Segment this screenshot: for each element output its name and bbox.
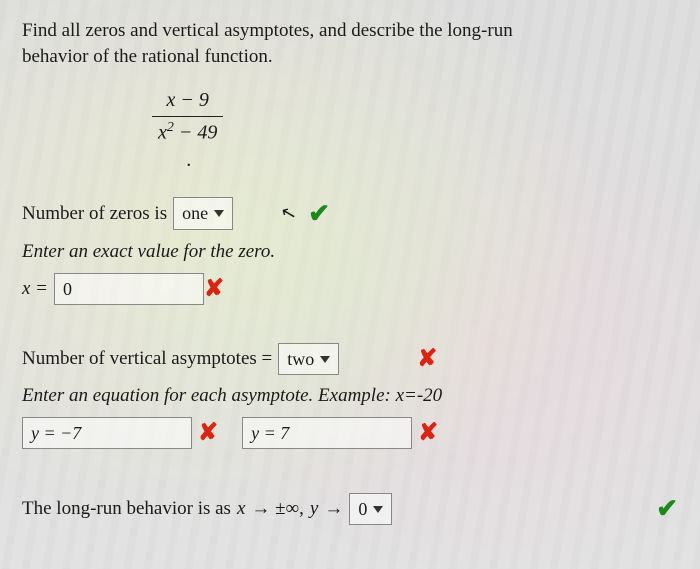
longrun-arrow1: → ±∞,	[251, 496, 303, 522]
longrun-arrow2: →	[324, 496, 343, 522]
zero-value-row: x = 0 ✘	[22, 273, 678, 305]
rational-expression: x − 9 x2 − 49 .	[152, 87, 223, 174]
cross-icon: ✘	[198, 417, 218, 449]
den-exp: 2	[167, 120, 174, 135]
zero-input[interactable]: 0	[54, 273, 204, 305]
den-x: x	[158, 122, 167, 144]
longrun-select[interactable]: 0	[349, 493, 392, 525]
zeros-count-row: Number of zeros is one ↖ ✔	[22, 196, 678, 231]
asymptote-count-value: two	[287, 347, 314, 371]
zero-x-label: x =	[22, 276, 48, 302]
longrun-pre: The long-run behavior is as	[22, 496, 231, 522]
cross-icon: ✘	[204, 273, 224, 305]
asymptote-input-2[interactable]: y = 7	[242, 417, 412, 449]
zeros-count-label: Number of zeros is	[22, 201, 167, 227]
asymptote-value-1: y = −7	[31, 421, 81, 445]
asymptote-input-1[interactable]: y = −7	[22, 417, 192, 449]
asymptote-hint: Enter an equation for each asymptote. Ex…	[22, 383, 678, 409]
cursor-icon: ↖	[278, 200, 299, 227]
asymptote-count-select[interactable]: two	[278, 343, 339, 375]
prompt-line-1: Find all zeros and vertical asymptotes, …	[22, 20, 513, 41]
den-tail: − 49	[174, 122, 218, 144]
period: .	[186, 147, 191, 174]
asymptote-inputs-row: y = −7 ✘ y = 7 ✘	[22, 417, 678, 449]
asymptote-count-label: Number of vertical asymptotes =	[22, 346, 272, 372]
chevron-down-icon	[214, 210, 224, 217]
check-icon: ✔	[308, 196, 330, 231]
zeros-count-value: one	[182, 201, 208, 225]
chevron-down-icon	[373, 506, 383, 513]
denominator: x2 − 49	[152, 116, 223, 147]
asymptote-value-2: y = 7	[251, 421, 289, 445]
longrun-x: x	[237, 496, 245, 522]
numerator: x − 9	[152, 87, 223, 116]
cross-icon: ✘	[417, 343, 437, 375]
zeros-count-select[interactable]: one	[173, 197, 233, 229]
check-icon: ✔	[656, 491, 678, 526]
zero-input-value: 0	[63, 277, 72, 301]
longrun-y: y	[310, 496, 318, 522]
question-prompt: Find all zeros and vertical asymptotes, …	[22, 18, 678, 69]
chevron-down-icon	[320, 356, 330, 363]
prompt-line-2: behavior of the rational function.	[22, 46, 273, 67]
long-run-row: The long-run behavior is as x → ±∞, y → …	[22, 491, 678, 526]
asymptote-count-row: Number of vertical asymptotes = two ✘	[22, 343, 678, 375]
zeros-hint: Enter an exact value for the zero.	[22, 239, 678, 265]
longrun-value: 0	[358, 497, 367, 521]
cross-icon: ✘	[418, 417, 438, 449]
